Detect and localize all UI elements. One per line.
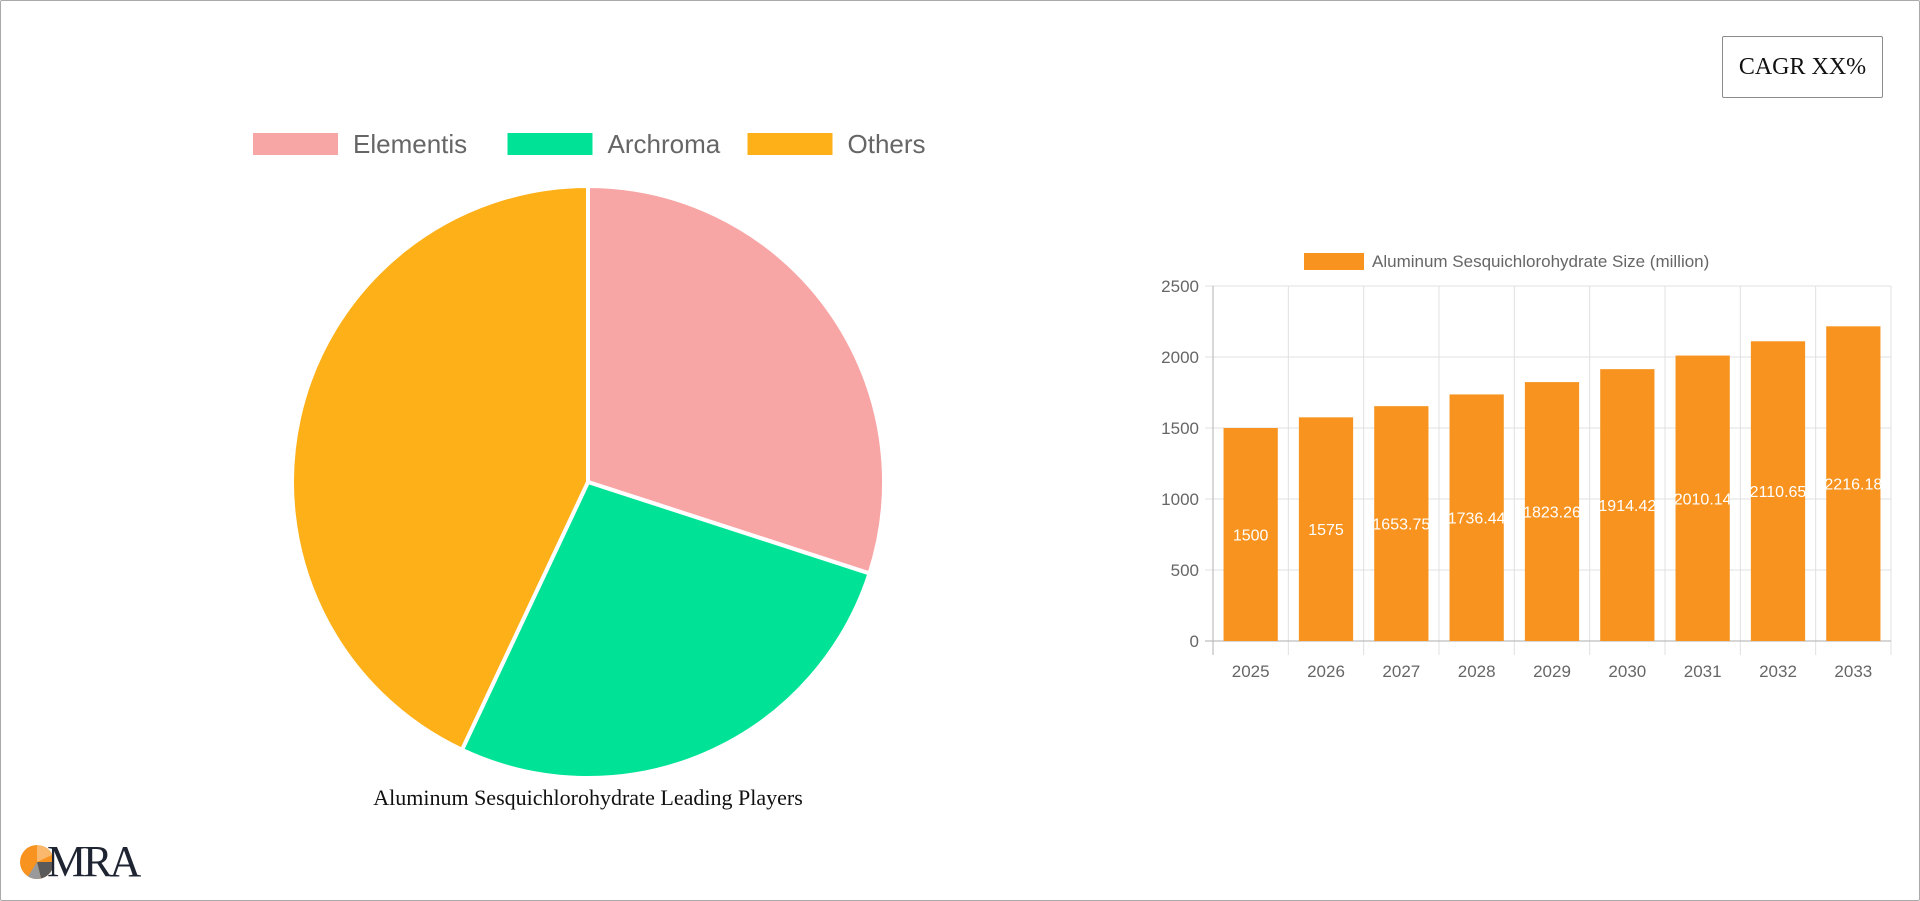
- x-tick-label: 2026: [1307, 662, 1345, 681]
- mra-logo: MRA: [19, 837, 141, 886]
- pie-legend-swatch: [507, 133, 593, 155]
- pie-legend-swatch: [747, 133, 833, 155]
- pie-chart-title: Aluminum Sesquichlorohydrate Leading Pla…: [373, 785, 803, 810]
- y-tick-label: 500: [1171, 561, 1199, 580]
- bar-2028[interactable]: [1449, 394, 1504, 641]
- bar-data-label: 2216.18: [1824, 477, 1882, 494]
- pie-slice-archroma[interactable]: [459, 479, 873, 780]
- y-tick-label: 0: [1190, 632, 1199, 651]
- bar-chart-area: Aluminum Sesquichlorohydrate Size (milli…: [1131, 231, 1901, 691]
- bar-2032[interactable]: [1750, 341, 1806, 641]
- bar-2027[interactable]: [1374, 406, 1429, 641]
- logo-text: MRA: [47, 837, 141, 886]
- x-tick-label: 2025: [1232, 662, 1270, 681]
- x-tick-label: 2032: [1759, 662, 1797, 681]
- bar-data-label: 1736.44: [1448, 511, 1506, 528]
- pie-slice-elementis[interactable]: [586, 183, 886, 576]
- bar-legend-swatch: [1304, 253, 1364, 270]
- pie-chart: Elementis Archroma Others: [253, 129, 926, 780]
- bar-data-label: 1914.42: [1598, 498, 1656, 515]
- bar-2029[interactable]: [1524, 382, 1580, 641]
- y-tick-label: 2500: [1161, 277, 1199, 296]
- pie-legend-item-elementis[interactable]: Elementis: [253, 129, 467, 159]
- x-tick-label: 2029: [1533, 662, 1571, 681]
- bar-data-label: 2110.65: [1750, 484, 1807, 501]
- bar-data-label: 1575: [1308, 522, 1344, 539]
- pie-legend-label: Others: [848, 129, 926, 159]
- pie-legend: Elementis Archroma Others: [253, 129, 926, 159]
- cagr-badge: CAGR XX%: [1722, 36, 1883, 98]
- pie-legend-item-others[interactable]: Others: [747, 129, 926, 159]
- bar-chart: Aluminum Sesquichlorohydrate Size (milli…: [1161, 252, 1892, 681]
- bar-data-label: 1500: [1233, 528, 1269, 545]
- pie-legend-label: Elementis: [353, 129, 467, 159]
- bar-2026[interactable]: [1298, 417, 1354, 641]
- bar-2033[interactable]: [1826, 326, 1881, 641]
- bar-data-label: 2010.14: [1674, 491, 1732, 508]
- x-tick-label: 2033: [1834, 662, 1872, 681]
- bar-2030[interactable]: [1600, 369, 1655, 641]
- x-tick-label: 2028: [1458, 662, 1496, 681]
- pie-chart-area: Elementis Archroma Others: [231, 111, 951, 831]
- y-tick-label: 1000: [1161, 490, 1199, 509]
- x-tick-label: 2027: [1382, 662, 1420, 681]
- pie-legend-swatch: [253, 133, 338, 155]
- pie-legend-item-archroma[interactable]: Archroma: [507, 129, 721, 159]
- bar-2025[interactable]: [1223, 428, 1278, 641]
- pie-slice-others[interactable]: [290, 183, 590, 753]
- x-tick-label: 2030: [1608, 662, 1646, 681]
- x-tick-label: 2031: [1684, 662, 1722, 681]
- pie-legend-label: Archroma: [608, 129, 721, 159]
- mra-pie-logo-icon: [20, 845, 54, 880]
- bar-2031[interactable]: [1675, 355, 1730, 641]
- bar-legend-label: Aluminum Sesquichlorohydrate Size (milli…: [1372, 252, 1709, 271]
- y-tick-label: 1500: [1161, 419, 1199, 438]
- bar-data-label: 1653.75: [1372, 517, 1430, 534]
- y-tick-label: 2000: [1161, 348, 1199, 367]
- bar-legend[interactable]: Aluminum Sesquichlorohydrate Size (milli…: [1304, 252, 1709, 271]
- bar-data-label: 1823.26: [1523, 505, 1581, 522]
